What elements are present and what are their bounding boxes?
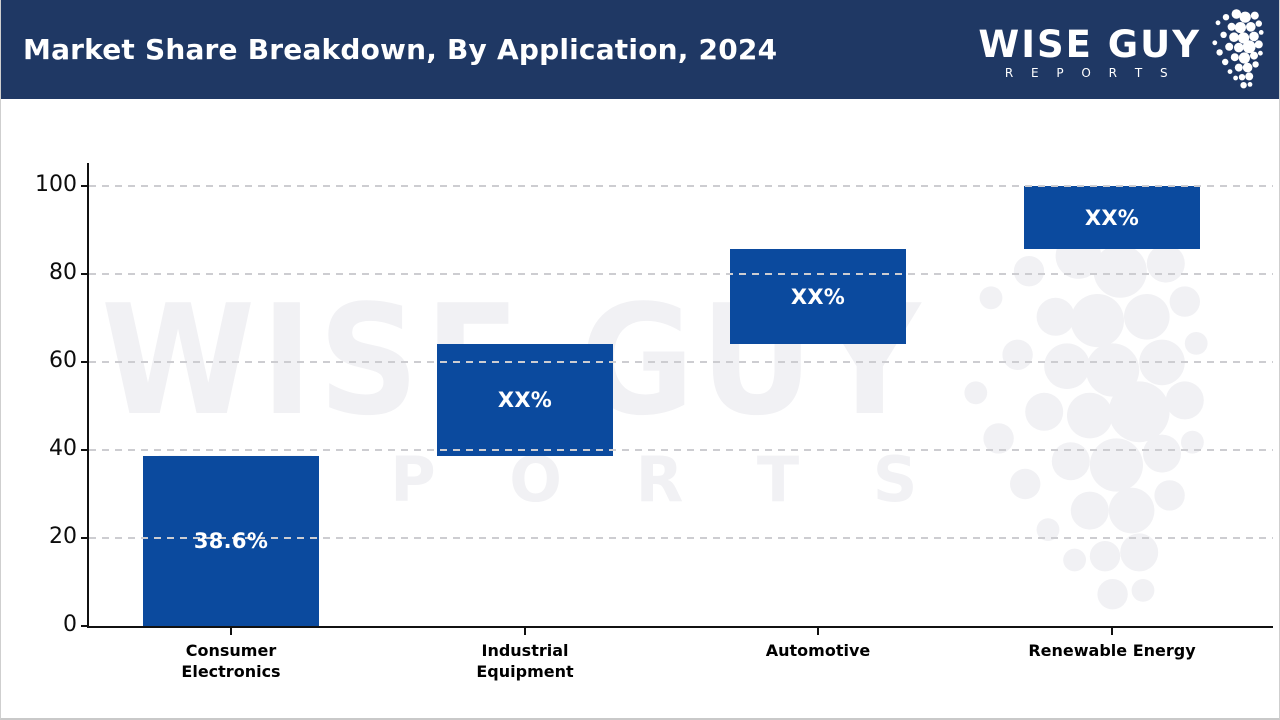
bar-value-label: XX% — [497, 388, 553, 413]
bar-consumer-electronics — [143, 456, 319, 626]
x-axis-line — [87, 626, 1273, 628]
gridline-y-20 — [89, 537, 1273, 539]
y-axis-tick-label: 40 — [49, 436, 77, 461]
x-axis-category-label: Automotive — [765, 641, 871, 660]
gridline-y-80 — [89, 273, 1273, 275]
logo-wise-guy-label: WISE GUY — [978, 22, 1201, 66]
y-axis-tick-label: 20 — [49, 524, 77, 549]
x-axis-category-label: Industrial Equipment — [476, 641, 574, 681]
y-axis-tick-label: 100 — [35, 172, 77, 197]
gridline-y-60 — [89, 361, 1273, 363]
logo-reports-label: R E P O R T S — [1004, 65, 1175, 80]
y-axis-tickmark — [81, 537, 89, 539]
bar-automotive — [730, 249, 906, 344]
x-axis-tickmark — [817, 628, 819, 635]
y-axis-line — [87, 163, 89, 628]
y-axis-tickmark — [81, 273, 89, 275]
gridline-y-100 — [89, 185, 1273, 187]
y-axis-tickmark — [81, 361, 89, 363]
report-header: Market Share Breakdown, By Application, … — [1, 0, 1279, 99]
y-axis-tickmark — [81, 449, 89, 451]
bar-value-label: XX% — [1084, 205, 1140, 230]
x-axis-category-label: Consumer Electronics — [181, 641, 281, 681]
bar-renewable-energy — [1024, 186, 1200, 250]
y-axis-tick-label: 0 — [63, 612, 77, 637]
logo-dotted-head-icon — [1212, 8, 1264, 88]
logo-text: WISE GUY R E P O R T S — [978, 26, 1201, 80]
chart-title: Market Share Breakdown, By Application, … — [23, 33, 778, 66]
x-axis-tickmark — [524, 628, 526, 635]
bar-value-label: XX% — [790, 284, 846, 309]
y-axis-tick-label: 80 — [49, 260, 77, 285]
x-axis-tickmark — [1111, 628, 1113, 635]
y-axis-tickmark — [81, 185, 89, 187]
wise-guy-reports-logo: WISE GUY R E P O R T S — [978, 6, 1267, 94]
x-axis-tickmark — [230, 628, 232, 635]
bar-value-label: 38.6% — [193, 529, 269, 554]
gridline-y-40 — [89, 449, 1273, 451]
y-axis-tick-label: 60 — [49, 348, 77, 373]
y-axis-tickmark — [81, 625, 89, 627]
x-axis-category-label: Renewable Energy — [1028, 641, 1196, 660]
